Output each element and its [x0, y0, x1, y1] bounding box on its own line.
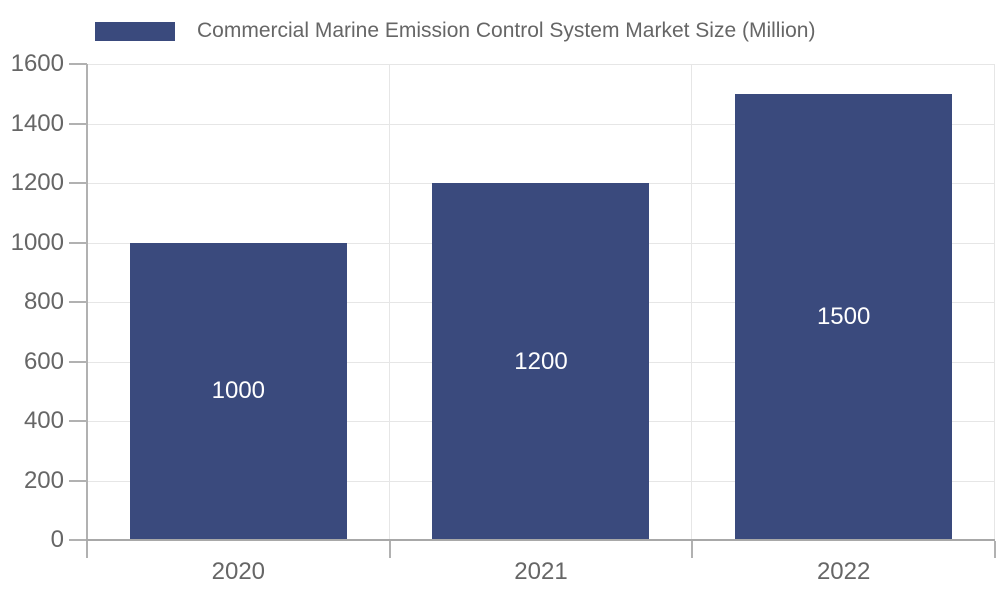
x-axis-labels: 2020 2021 2022 — [87, 558, 995, 590]
x-tick-label: 2022 — [816, 558, 871, 585]
gridline-horizontal — [87, 64, 995, 65]
bar-2021: 1200 — [432, 183, 650, 540]
x-tick-label: 2020 — [211, 558, 266, 585]
legend-item[interactable]: Commercial Marine Emission Control Syste… — [95, 14, 815, 48]
x-axis-ticks — [86, 541, 996, 558]
y-tick-label: 800 — [23, 288, 64, 315]
y-tick-label: 1200 — [10, 169, 64, 196]
x-tick-mark — [691, 541, 694, 558]
bar-value-label: 1200 — [514, 347, 568, 375]
y-tick-label: 400 — [23, 407, 64, 434]
y-tick-mark — [69, 360, 87, 363]
x-axis-line — [86, 539, 995, 541]
legend-label: Commercial Marine Emission Control Syste… — [197, 19, 816, 43]
y-tick-mark — [69, 539, 87, 541]
y-tick-mark — [69, 420, 87, 422]
y-tick-mark — [69, 479, 87, 482]
y-tick-mark — [69, 241, 87, 244]
gridline-horizontal — [87, 123, 995, 125]
y-axis-labels: 0 200 400 600 800 1000 1200 1400 1600 — [0, 52, 64, 552]
y-tick-label: 200 — [23, 466, 64, 494]
bar-2020: 1000 — [129, 242, 347, 540]
y-tick-mark — [69, 182, 87, 184]
y-axis-line — [86, 64, 88, 540]
y-tick-label: 1400 — [10, 109, 64, 137]
gridline-vertical — [691, 64, 693, 540]
bar-2022: 1500 — [735, 93, 953, 540]
x-tick-mark — [994, 541, 996, 558]
y-tick-label: 600 — [23, 347, 64, 375]
bar-value-label: 1000 — [211, 377, 266, 405]
y-tick-mark — [69, 301, 87, 303]
gridline-vertical — [388, 64, 390, 540]
y-tick-mark — [69, 122, 87, 125]
x-tick-mark — [388, 541, 391, 558]
bar-value-label: 1500 — [816, 302, 871, 330]
y-tick-mark — [69, 63, 87, 65]
y-tick-label: 1000 — [10, 228, 64, 256]
y-axis-ticks — [69, 63, 87, 541]
y-tick-label: 0 — [50, 526, 64, 553]
y-tick-label: 1600 — [10, 50, 64, 77]
gridline-vertical — [994, 64, 995, 540]
legend-swatch — [95, 21, 175, 41]
x-tick-label: 2021 — [514, 558, 568, 585]
plot-area: 1000 1200 1500 — [87, 64, 995, 540]
x-tick-mark — [86, 541, 88, 558]
